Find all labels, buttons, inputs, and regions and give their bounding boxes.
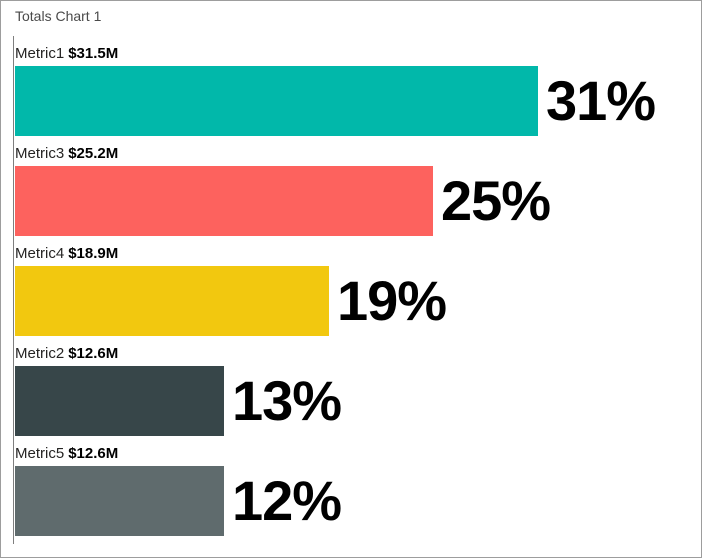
bar-line: 31% <box>15 66 702 136</box>
bar-label-line: Metric5 $12.6M <box>15 445 702 463</box>
bar-line: 25% <box>15 166 702 236</box>
chart-title: Totals Chart 1 <box>15 8 102 24</box>
bar-row: Metric3 $25.2M 25% <box>15 145 702 245</box>
bar-label-line: Metric2 $12.6M <box>15 345 702 363</box>
bar-label-line: Metric3 $25.2M <box>15 145 702 163</box>
value-label: $31.5M <box>68 45 119 62</box>
percent-label: 13% <box>232 369 342 432</box>
bar-segment[interactable] <box>15 166 433 236</box>
category-label: Metric2 <box>15 345 65 362</box>
value-label: $12.6M <box>68 445 119 462</box>
bar-segment[interactable] <box>15 466 224 536</box>
bar-segment[interactable] <box>15 66 538 136</box>
percent-label: 31% <box>546 69 656 132</box>
value-label: $12.6M <box>68 345 119 362</box>
category-label: Metric1 <box>15 45 65 62</box>
bar-segment[interactable] <box>15 366 224 436</box>
bar-label-line: Metric1 $31.5M <box>15 45 702 63</box>
bar-row: Metric2 $12.6M 13% <box>15 345 702 445</box>
bar-line: 13% <box>15 366 702 436</box>
bar-row: Metric5 $12.6M 12% <box>15 445 702 545</box>
bar-rows: Metric1 $31.5M 31% Metric3 $25.2M 25% Metr… <box>15 45 702 545</box>
bar-row: Metric4 $18.9M 19% <box>15 245 702 345</box>
value-label: $18.9M <box>68 245 119 262</box>
bar-segment[interactable] <box>15 266 329 336</box>
percent-label: 12% <box>232 469 342 532</box>
bar-line: 19% <box>15 266 702 336</box>
bar-line: 12% <box>15 466 702 536</box>
category-label: Metric3 <box>15 145 65 162</box>
plot-area: Metric1 $31.5M 31% Metric3 $25.2M 25% Metr… <box>13 36 702 544</box>
bar-label-line: Metric4 $18.9M <box>15 245 702 263</box>
value-label: $25.2M <box>68 145 119 162</box>
bar-row: Metric1 $31.5M 31% <box>15 45 702 145</box>
percent-label: 19% <box>337 269 447 332</box>
category-label: Metric5 <box>15 445 65 462</box>
category-label: Metric4 <box>15 245 65 262</box>
percent-label: 25% <box>441 169 551 232</box>
